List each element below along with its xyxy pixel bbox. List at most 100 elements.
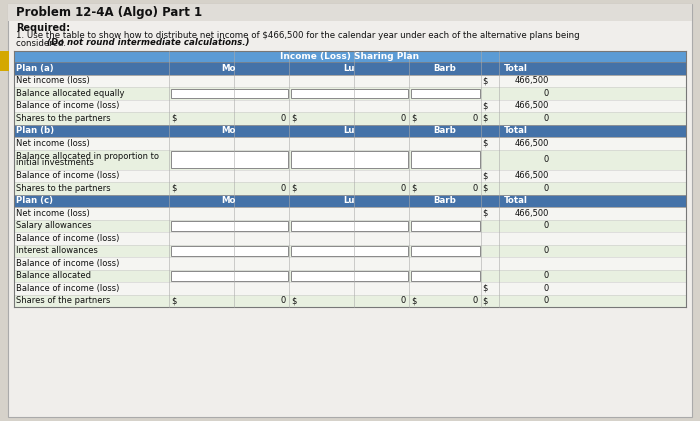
Text: $: $ (411, 184, 416, 193)
Text: $: $ (482, 76, 487, 85)
Bar (14, 87, 686, 99)
Text: Lu: Lu (343, 126, 355, 135)
Text: Lu: Lu (343, 64, 355, 73)
Bar (14, 257, 686, 269)
Text: Balance of income (loss): Balance of income (loss) (16, 234, 120, 243)
Text: Mo: Mo (222, 64, 237, 73)
Text: Salary allowances: Salary allowances (16, 221, 92, 230)
Text: 466,500: 466,500 (514, 171, 549, 180)
Text: $: $ (482, 114, 487, 123)
Bar (14, 149, 686, 170)
Text: initial investments: initial investments (16, 158, 94, 167)
Bar (14, 232, 686, 245)
Text: $: $ (482, 139, 487, 148)
Text: 0: 0 (544, 184, 549, 193)
Text: 0: 0 (544, 114, 549, 123)
Text: 0: 0 (473, 296, 478, 305)
Text: Balance allocated equally: Balance allocated equally (16, 89, 125, 98)
Bar (14, 295, 686, 307)
Bar (14, 125, 686, 137)
Bar (14, 112, 686, 125)
Text: Lu: Lu (343, 196, 355, 205)
Text: 0: 0 (400, 114, 406, 123)
Text: $: $ (171, 296, 176, 305)
Text: 0: 0 (473, 184, 478, 193)
Bar (410, 246, 480, 256)
Text: 0: 0 (281, 296, 286, 305)
Bar (171, 151, 288, 168)
Bar (410, 151, 480, 168)
Text: $: $ (411, 114, 416, 123)
Bar (14, 170, 686, 182)
Bar (0, 51, 9, 71)
Bar (410, 88, 480, 98)
Text: 0: 0 (400, 184, 406, 193)
Bar (14, 282, 686, 295)
Text: Barb: Barb (433, 64, 456, 73)
Bar (290, 221, 407, 231)
Text: Required:: Required: (16, 23, 70, 33)
Bar (290, 151, 407, 168)
Text: Barb: Barb (433, 196, 456, 205)
Text: Plan (c): Plan (c) (16, 196, 53, 205)
Text: $: $ (482, 101, 487, 110)
Bar (8, 4, 692, 21)
Text: Balance of income (loss): Balance of income (loss) (16, 284, 120, 293)
Bar (14, 75, 686, 87)
Text: Net income (loss): Net income (loss) (16, 76, 90, 85)
Bar (290, 246, 407, 256)
Text: $: $ (482, 171, 487, 180)
Text: Plan (a): Plan (a) (16, 64, 54, 73)
Text: $: $ (482, 284, 487, 293)
Text: Total: Total (504, 126, 528, 135)
Text: Income (Loss) Sharing Plan: Income (Loss) Sharing Plan (281, 52, 419, 61)
Text: $: $ (291, 184, 296, 193)
Text: 0: 0 (281, 114, 286, 123)
Text: 466,500: 466,500 (514, 139, 549, 148)
Bar (171, 221, 288, 231)
Text: Shares to the partners: Shares to the partners (16, 114, 111, 123)
Bar (14, 245, 686, 257)
Text: $: $ (411, 296, 416, 305)
Text: 0: 0 (544, 296, 549, 305)
Text: 0: 0 (544, 246, 549, 255)
Bar (14, 99, 686, 112)
Text: 466,500: 466,500 (514, 76, 549, 85)
Bar (14, 182, 686, 195)
Text: Balance of income (loss): Balance of income (loss) (16, 171, 120, 180)
Text: $: $ (482, 184, 487, 193)
Text: considered.: considered. (16, 38, 69, 48)
Text: Barb: Barb (433, 126, 456, 135)
Text: Interest allowances: Interest allowances (16, 246, 98, 255)
Bar (290, 271, 407, 280)
Bar (14, 62, 686, 75)
Text: Net income (loss): Net income (loss) (16, 209, 90, 218)
Bar (14, 207, 686, 219)
Text: Balance of income (loss): Balance of income (loss) (16, 101, 120, 110)
Bar (171, 88, 288, 98)
Text: Balance of income (loss): Balance of income (loss) (16, 259, 120, 268)
Text: Shares of the partners: Shares of the partners (16, 296, 111, 305)
Text: $: $ (171, 114, 176, 123)
Text: Problem 12-4A (Algo) Part 1: Problem 12-4A (Algo) Part 1 (16, 6, 202, 19)
Text: 0: 0 (544, 284, 549, 293)
Text: 1. Use the table to show how to distribute net income of $466,500 for the calend: 1. Use the table to show how to distribu… (16, 32, 580, 40)
Text: 466,500: 466,500 (514, 101, 549, 110)
Bar (14, 137, 686, 149)
Text: Plan (b): Plan (b) (16, 126, 54, 135)
Text: 466,500: 466,500 (514, 209, 549, 218)
Text: Balance allocated in proportion to: Balance allocated in proportion to (16, 152, 159, 161)
Text: $: $ (482, 296, 487, 305)
Text: $: $ (291, 296, 296, 305)
Text: Mo: Mo (222, 196, 237, 205)
Bar (410, 271, 480, 280)
Bar (171, 246, 288, 256)
Text: Mo: Mo (222, 126, 237, 135)
Bar (14, 51, 686, 62)
Text: $: $ (171, 184, 176, 193)
Text: 0: 0 (544, 155, 549, 164)
Text: Shares to the partners: Shares to the partners (16, 184, 111, 193)
Text: 0: 0 (400, 296, 406, 305)
Bar (171, 271, 288, 280)
Text: 0: 0 (281, 184, 286, 193)
